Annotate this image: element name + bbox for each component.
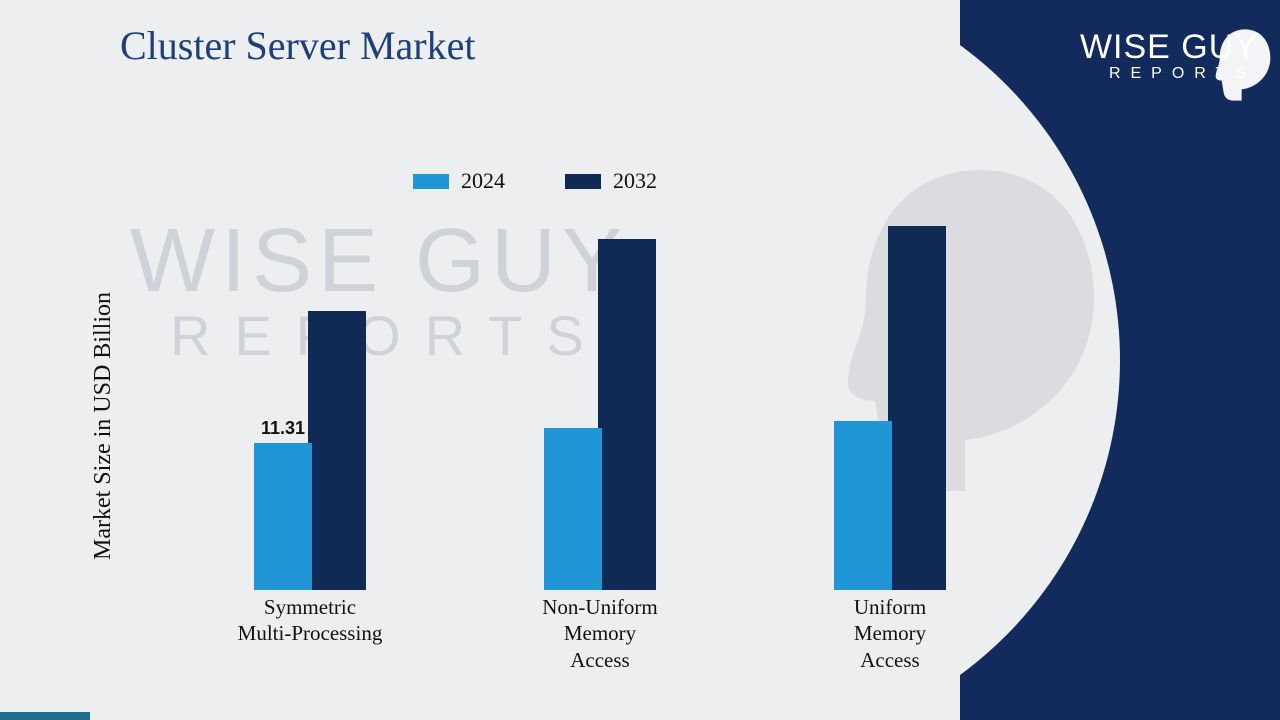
bottom-accent-bar [0, 712, 90, 720]
bar [254, 443, 312, 590]
bar [598, 239, 656, 590]
legend-swatch-2032 [565, 174, 601, 189]
bar-group: 11.31 [254, 200, 366, 590]
chart-title: Cluster Server Market [120, 22, 475, 69]
bar [834, 421, 892, 590]
legend-item-2024: 2024 [413, 168, 505, 194]
bar-chart: 2024 2032 11.31 [120, 200, 950, 590]
legend-swatch-2024 [413, 174, 449, 189]
bar-value-label: 11.31 [261, 418, 305, 439]
legend: 2024 2032 [413, 168, 657, 194]
bar [308, 311, 366, 591]
bar [544, 428, 602, 591]
x-axis-label: Non-UniformMemoryAccess [490, 594, 710, 673]
legend-label-2024: 2024 [461, 168, 505, 194]
x-axis-label: SymmetricMulti-Processing [200, 594, 420, 647]
y-axis-label: Market Size in USD Billion [90, 292, 117, 560]
bar [888, 226, 946, 590]
bar-group [544, 200, 656, 590]
canvas: WISE GUY REPORTS Cluster Server Market M… [0, 0, 1280, 720]
x-axis-labels: SymmetricMulti-Processing Non-UniformMemo… [120, 594, 950, 694]
brand-head-icon [1210, 26, 1280, 106]
legend-item-2032: 2032 [565, 168, 657, 194]
legend-label-2032: 2032 [613, 168, 657, 194]
x-axis-label: UniformMemoryAccess [780, 594, 1000, 673]
bar-group [834, 200, 946, 590]
